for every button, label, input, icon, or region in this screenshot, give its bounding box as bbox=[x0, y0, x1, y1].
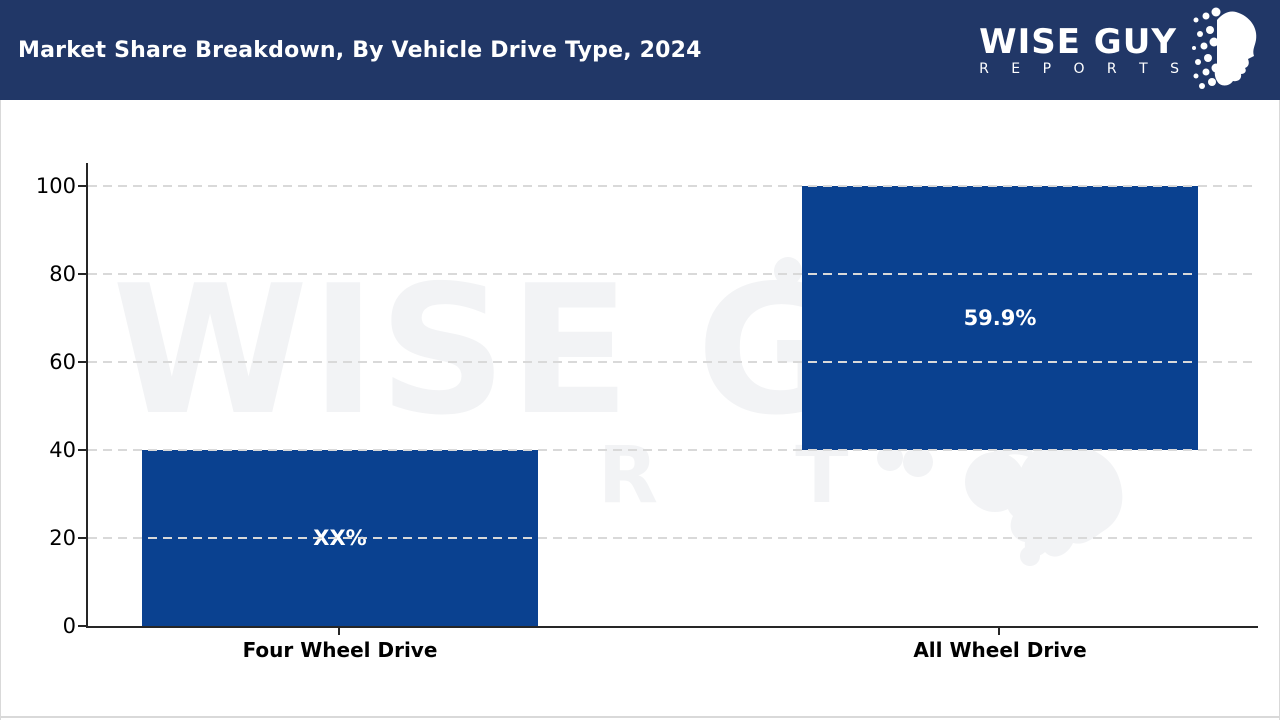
y-tick-60 bbox=[78, 361, 87, 364]
y-tick-100 bbox=[78, 185, 87, 188]
bar-all-wheel-drive: 59.9% bbox=[802, 186, 1198, 450]
gridline-40 bbox=[88, 449, 1258, 452]
y-tick-40 bbox=[78, 449, 87, 452]
x-tick-four-wheel-drive bbox=[338, 628, 340, 635]
y-tick-80 bbox=[78, 273, 87, 276]
x-axis-label-four-wheel-drive: Four Wheel Drive bbox=[242, 638, 438, 662]
x-axis-line bbox=[86, 626, 1258, 628]
y-tick-label-20: 20 bbox=[49, 526, 76, 551]
y-tick-label-80: 80 bbox=[49, 262, 76, 287]
x-axis-label-all-wheel-drive: All Wheel Drive bbox=[913, 638, 1087, 662]
figure-bottom-border bbox=[0, 716, 1280, 718]
y-tick-0 bbox=[78, 625, 87, 627]
figure-left-border bbox=[0, 100, 1, 720]
wise-guy-reports-logo: WISE GUY R E P O R T S bbox=[979, 0, 1264, 100]
x-tick-all-wheel-drive bbox=[998, 628, 1000, 635]
gridline-80 bbox=[88, 273, 1258, 276]
logo-text: WISE GUY R E P O R T S bbox=[979, 25, 1188, 76]
y-tick-label-100: 100 bbox=[35, 174, 76, 199]
header-band: Market Share Breakdown, By Vehicle Drive… bbox=[0, 0, 1280, 100]
y-tick-label-60: 60 bbox=[49, 350, 76, 375]
y-tick-20 bbox=[78, 537, 87, 540]
y-tick-label-0: 0 bbox=[62, 614, 76, 638]
page-title: Market Share Breakdown, By Vehicle Drive… bbox=[18, 37, 702, 63]
logo-subtitle: R E P O R T S bbox=[979, 60, 1188, 77]
gridline-100 bbox=[88, 185, 1258, 188]
gridline-20 bbox=[88, 537, 1258, 540]
watermark-face-fragment bbox=[877, 444, 1123, 566]
logo-wordmark: WISE GUY bbox=[979, 21, 1177, 62]
watermark-dot bbox=[774, 257, 802, 285]
y-tick-label-40: 40 bbox=[49, 438, 76, 463]
bar-value-label: 59.9% bbox=[963, 306, 1037, 331]
head-profile-icon bbox=[1192, 7, 1257, 89]
y-axis-line bbox=[86, 163, 88, 628]
gridline-60 bbox=[88, 361, 1258, 364]
